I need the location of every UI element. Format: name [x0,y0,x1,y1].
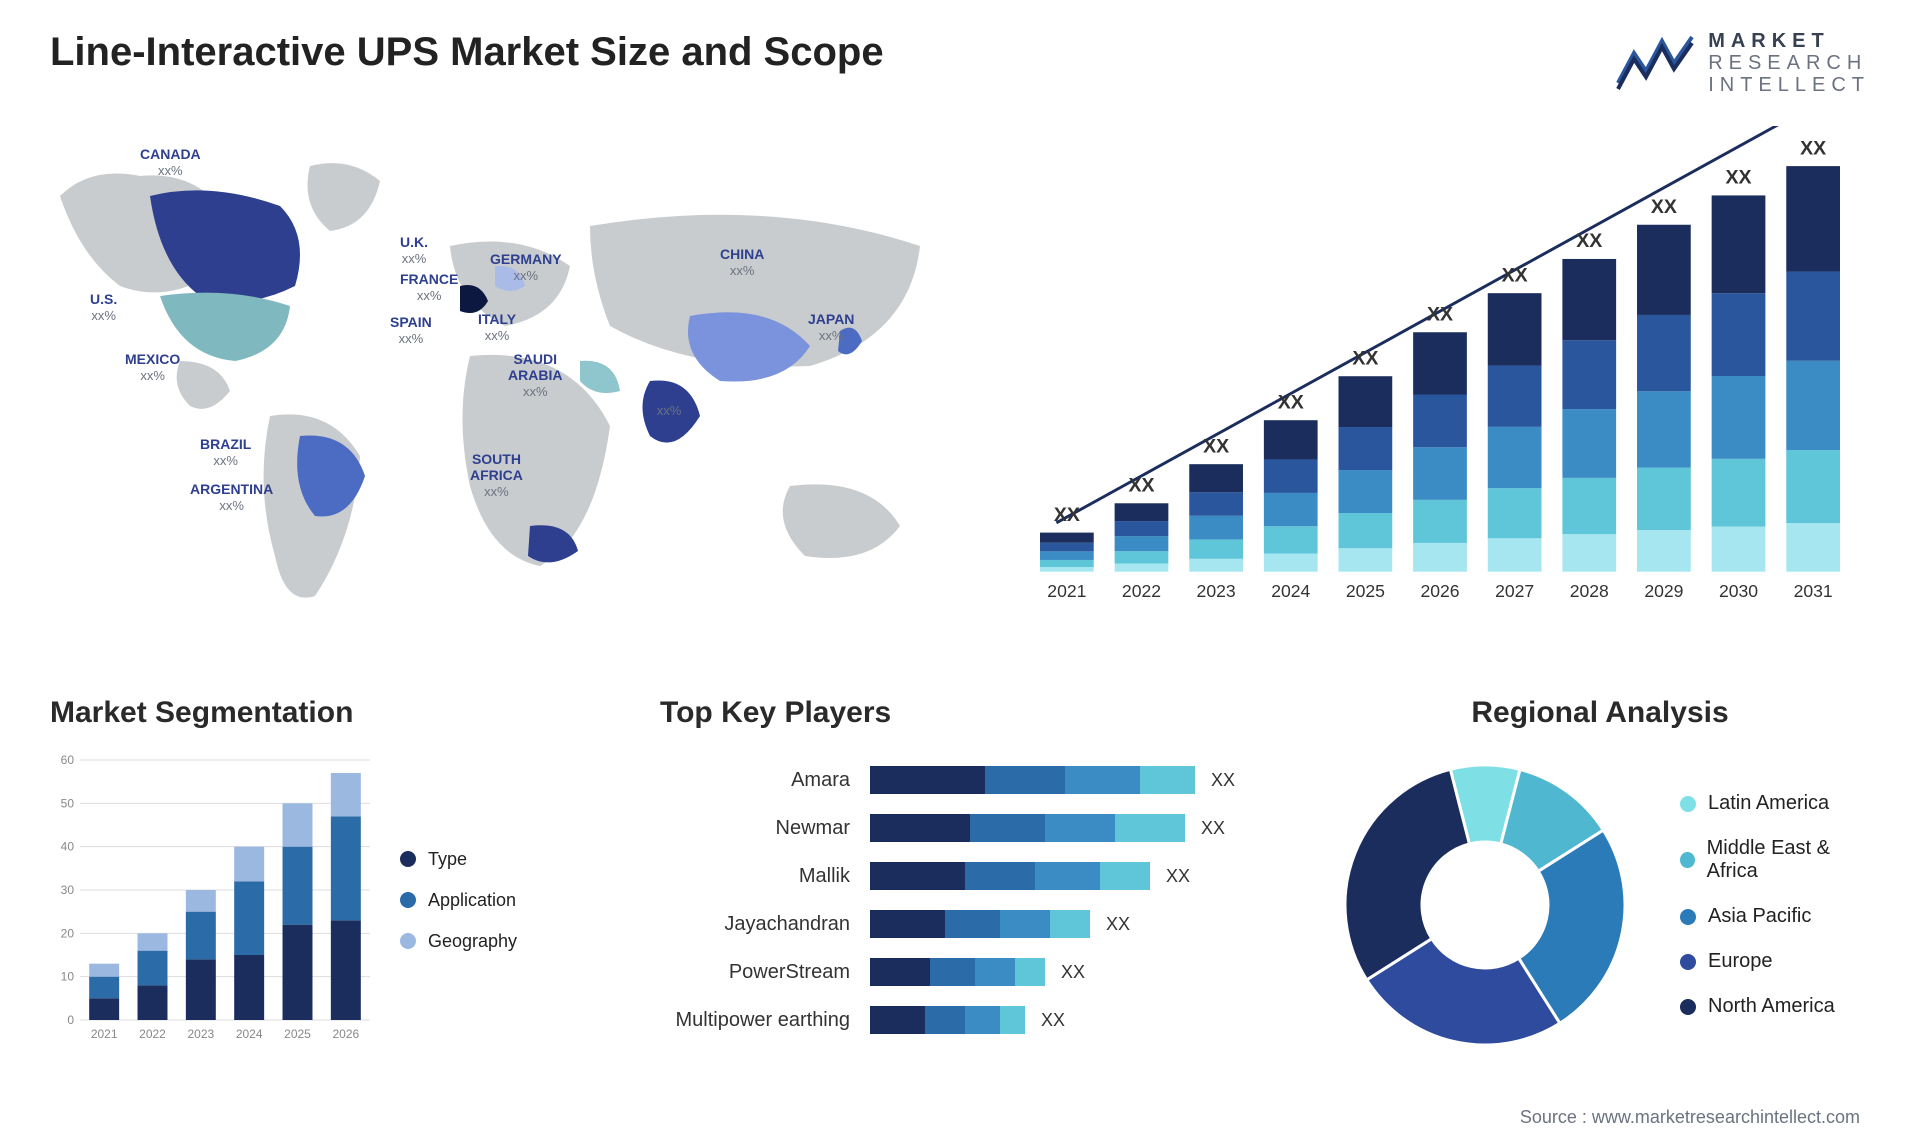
player-bar [870,958,1045,986]
svg-text:2024: 2024 [1271,581,1310,601]
legend-item: North America [1680,995,1870,1018]
svg-text:XX: XX [1352,348,1378,370]
svg-text:50: 50 [61,796,75,810]
player-row: PowerStream XX [660,952,1280,992]
player-bar [870,1006,1025,1034]
player-value: XX [1041,1010,1065,1031]
map-label: CHINAxx% [720,246,764,279]
player-row: Amara XX [660,760,1280,800]
svg-text:XX: XX [1278,391,1304,413]
svg-text:40: 40 [61,840,75,854]
map-label: SOUTHAFRICAxx% [470,451,523,500]
svg-text:XX: XX [1427,304,1453,326]
player-name: Newmar [660,817,860,840]
logo-line3: INTELLECT [1708,74,1870,96]
map-label: INDIAxx% [650,386,688,419]
growth-chart: XX 2021 XX 2022 XX 2023 XX 2024 XX 2025 XX 2026 XX 20… [1010,126,1870,646]
svg-text:2024: 2024 [236,1027,263,1041]
legend-item: Type [400,849,517,870]
map-label: ITALYxx% [478,311,516,344]
svg-text:20: 20 [61,926,75,940]
source-text: Source : www.marketresearchintellect.com [1520,1107,1860,1128]
map-label: FRANCExx% [400,271,458,304]
svg-text:2029: 2029 [1644,581,1683,601]
svg-text:2031: 2031 [1794,581,1833,601]
player-bar [870,814,1185,842]
legend-item: Middle East & Africa [1680,837,1870,883]
legend-item: Application [400,890,517,911]
player-name: Jayachandran [660,913,860,936]
svg-text:2021: 2021 [1047,581,1086,601]
svg-text:2023: 2023 [1197,581,1236,601]
legend-item: Europe [1680,950,1870,973]
map-label: U.S.xx% [90,291,117,324]
map-label: GERMANYxx% [490,251,562,284]
svg-text:XX: XX [1128,475,1154,497]
svg-text:2026: 2026 [332,1027,359,1041]
player-name: Multipower earthing [660,1009,860,1032]
player-row: Mallik XX [660,856,1280,896]
player-value: XX [1211,770,1235,791]
segmentation-title: Market Segmentation [50,696,610,730]
svg-text:2028: 2028 [1570,581,1609,601]
logo-icon [1616,33,1696,93]
svg-text:2025: 2025 [284,1027,311,1041]
svg-text:XX: XX [1502,264,1528,286]
player-value: XX [1166,866,1190,887]
player-bar [870,862,1150,890]
map-label: SAUDIARABIAxx% [508,351,562,400]
players-title: Top Key Players [660,696,1280,730]
svg-text:XX: XX [1800,137,1826,159]
svg-text:2022: 2022 [1122,581,1161,601]
map-label: JAPANxx% [808,311,854,344]
svg-text:XX: XX [1054,504,1080,526]
segmentation-legend: Type Application Geography [400,750,517,1050]
svg-text:0: 0 [67,1013,74,1027]
svg-text:2030: 2030 [1719,581,1758,601]
player-name: Mallik [660,865,860,888]
logo-line1: MARKET [1708,30,1870,52]
map-label: U.K.xx% [400,234,428,267]
svg-text:2025: 2025 [1346,581,1385,601]
regional-legend: Latin America Middle East & Africa Asia Pa… [1680,792,1870,1018]
player-value: XX [1106,914,1130,935]
player-value: XX [1201,818,1225,839]
page-title: Line-Interactive UPS Market Size and Sco… [50,30,884,75]
player-value: XX [1061,962,1085,983]
map-label: SPAINxx% [390,314,432,347]
legend-item: Asia Pacific [1680,905,1870,928]
legend-item: Latin America [1680,792,1870,815]
map-label: BRAZILxx% [200,436,251,469]
player-row: Newmar XX [660,808,1280,848]
world-map: CANADAxx% U.S.xx% MEXICOxx% BRAZILxx% ARGENT… [50,126,970,646]
legend-item: Geography [400,931,517,952]
segmentation-chart: 0 10 20 30 40 50 60 2021 2022 2023 2024 2025 2026 [50,750,370,1050]
svg-text:60: 60 [61,753,75,767]
map-label: MEXICOxx% [125,351,180,384]
player-name: Amara [660,769,860,792]
svg-text:2023: 2023 [187,1027,214,1041]
player-row: Jayachandran XX [660,904,1280,944]
player-row: Multipower earthing XX [660,1000,1280,1040]
svg-text:30: 30 [61,883,75,897]
svg-text:XX: XX [1576,230,1602,252]
logo-line2: RESEARCH [1708,52,1870,74]
svg-text:XX: XX [1651,196,1677,218]
svg-text:2026: 2026 [1420,581,1459,601]
svg-text:2027: 2027 [1495,581,1534,601]
svg-text:XX: XX [1203,435,1229,457]
svg-text:2022: 2022 [139,1027,166,1041]
brand-logo: MARKET RESEARCH INTELLECT [1616,30,1870,96]
svg-text:2021: 2021 [91,1027,118,1041]
map-label: ARGENTINAxx% [190,481,273,514]
player-bar [870,766,1195,794]
regional-title: Regional Analysis [1330,696,1870,730]
map-label: CANADAxx% [140,146,201,179]
player-name: PowerStream [660,961,860,984]
regional-donut [1330,750,1640,1060]
svg-text:XX: XX [1725,167,1751,189]
players-chart: AmaraXXNewmarXXMallikXXJayachandranXXPow… [660,750,1280,1040]
svg-text:10: 10 [61,970,75,984]
player-bar [870,910,1090,938]
